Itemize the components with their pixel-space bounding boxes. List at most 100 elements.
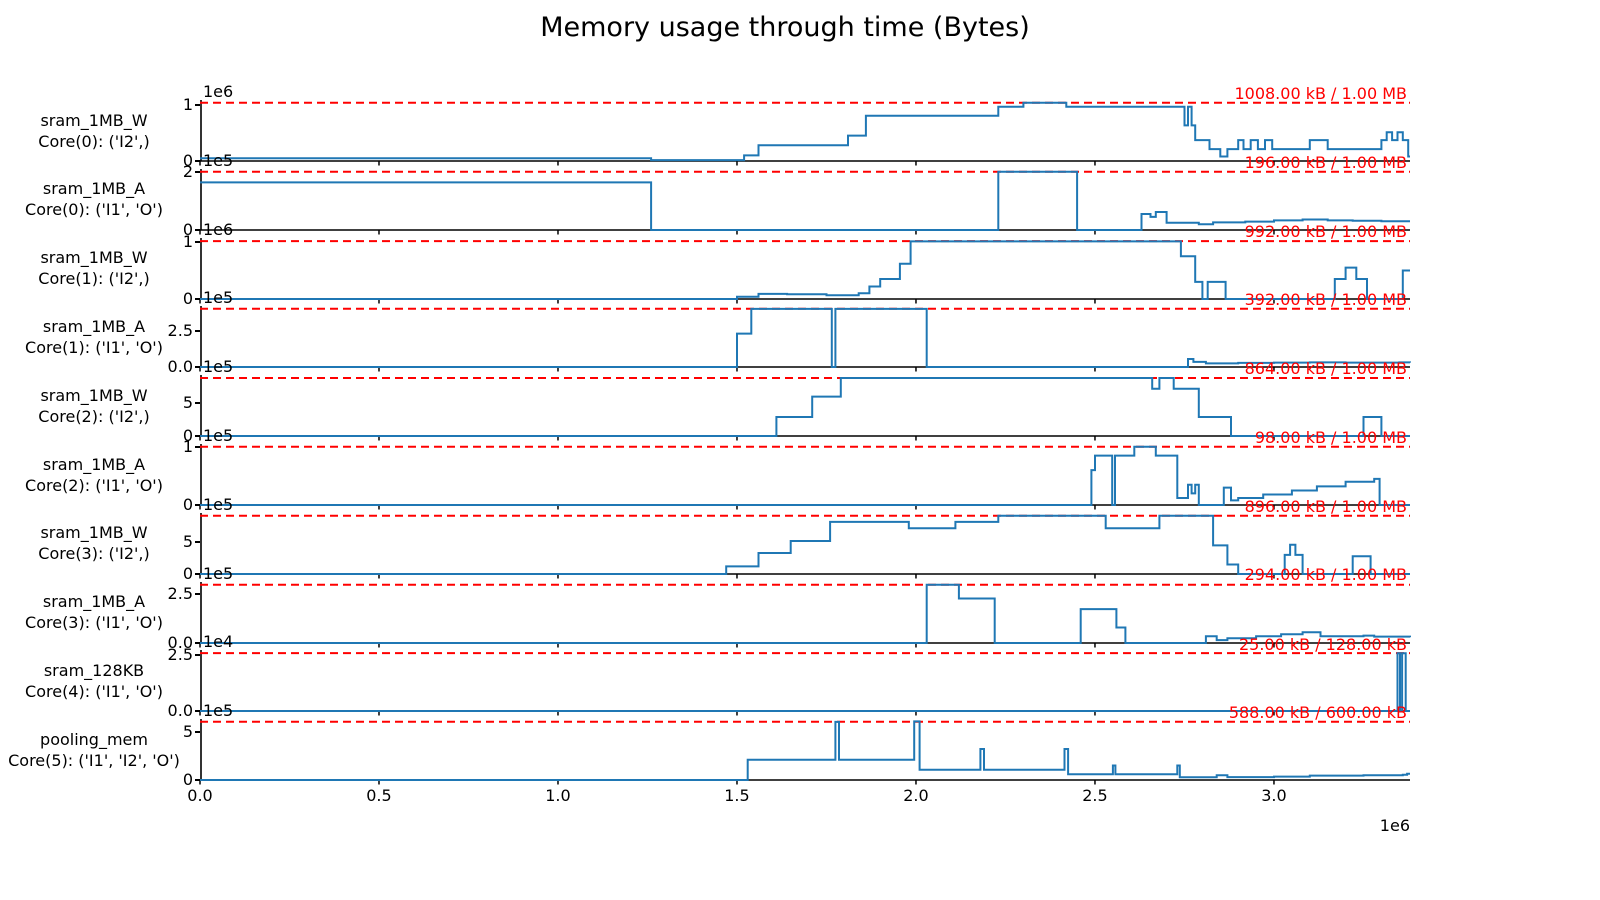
y-tick-mark xyxy=(195,170,200,173)
y-tick-label-top: 2.5 xyxy=(167,584,193,604)
subplot-ylabel: sram_1MB_A Core(0): ('I1', 'O') xyxy=(8,178,180,220)
y-tick-label-top: 1 xyxy=(182,94,193,114)
y-tick-label-top: 5 xyxy=(182,393,193,413)
ylabel-core-info: Core(3): ('I1', 'O') xyxy=(25,613,163,633)
y-tick-mark xyxy=(195,240,200,243)
subplot-plot-area xyxy=(199,650,1410,716)
subplot-plot-area xyxy=(199,306,1411,372)
x-tick-label: 2.0 xyxy=(903,786,929,806)
y-tick-label-top: 2.5 xyxy=(167,644,193,664)
ylabel-memory-name: sram_1MB_A xyxy=(42,592,146,612)
memory-usage-line xyxy=(200,170,1410,231)
ylabel-memory-name: sram_1MB_W xyxy=(40,248,148,268)
subplot-ylabel: sram_1MB_W Core(2): ('I2',) xyxy=(8,385,180,427)
y-tick-label-top: 1 xyxy=(182,436,193,456)
subplot-ylabel: sram_1MB_A Core(2): ('I1', 'O') xyxy=(8,454,180,496)
x-tick-label: 3.0 xyxy=(1261,786,1287,806)
subplot-ylabel: sram_1MB_A Core(3): ('I1', 'O') xyxy=(8,591,180,633)
ylabel-core-info: Core(2): ('I2',) xyxy=(38,406,150,426)
memory-limit-label: 25.00 kB / 128.00 kB xyxy=(1238,634,1407,654)
subplot-plot-area xyxy=(199,237,1410,304)
y-axis-offset-label: 1e5 xyxy=(203,701,234,721)
y-axis-offset-label: 1e6 xyxy=(203,82,234,101)
y-tick-mark xyxy=(195,330,200,333)
y-tick-mark xyxy=(195,593,200,596)
y-tick-label-top: 2 xyxy=(182,161,193,181)
ylabel-core-info: Core(5): ('I1', 'I2', 'O') xyxy=(8,750,180,770)
ylabel-core-info: Core(2): ('I1', 'O') xyxy=(25,475,163,495)
ylabel-memory-name: pooling_mem xyxy=(40,729,148,749)
y-axis-offset-label: 1e5 xyxy=(203,150,234,170)
y-tick-mark xyxy=(195,445,200,448)
y-axis-offset-label: 1e5 xyxy=(203,563,234,583)
chart-title: Memory usage through time (Bytes) xyxy=(540,12,1030,43)
y-tick-label-top: 5 xyxy=(182,721,193,741)
memory-usage-line xyxy=(200,445,1410,506)
y-tick-mark xyxy=(195,103,200,106)
ylabel-memory-name: sram_1MB_A xyxy=(42,316,146,336)
y-axis-offset-label: 1e5 xyxy=(203,426,234,445)
y-tick-mark xyxy=(195,641,200,644)
ylabel-core-info: Core(0): ('I1', 'O') xyxy=(25,200,163,220)
memory-limit-label: 294.00 kB / 1.00 MB xyxy=(1244,565,1407,585)
ylabel-memory-name: sram_1MB_W xyxy=(40,385,148,405)
y-tick-mark xyxy=(195,653,200,656)
memory-limit-label: 98.00 kB / 1.00 MB xyxy=(1254,427,1407,447)
memory-limit-label: 1008.00 kB / 1.00 MB xyxy=(1234,83,1407,103)
subplot-plot-area xyxy=(199,375,1410,441)
y-tick-label-zero: 0 xyxy=(182,219,193,239)
memory-limit-label: 588.00 kB / 600.00 kB xyxy=(1228,702,1407,722)
memory-usage-line xyxy=(200,308,1411,369)
subplot-ylabel: sram_1MB_W Core(0): ('I2',) xyxy=(8,110,180,152)
y-tick-label-zero: 0 xyxy=(182,288,193,308)
y-tick-mark xyxy=(195,228,200,231)
memory-usage-line xyxy=(200,101,1410,162)
ylabel-core-info: Core(1): ('I1', 'O') xyxy=(25,337,163,357)
y-tick-mark xyxy=(195,297,200,300)
y-axis-offset-label: 1e5 xyxy=(203,494,234,514)
y-tick-mark xyxy=(195,730,200,733)
ylabel-memory-name: sram_128KB xyxy=(43,660,145,680)
x-tick-label: 1.5 xyxy=(724,786,750,806)
memory-limit-label: 896.00 kB / 1.00 MB xyxy=(1244,496,1407,516)
y-tick-label-top: 5 xyxy=(182,532,193,552)
y-tick-mark xyxy=(195,541,200,544)
y-tick-label-top: 1 xyxy=(182,231,193,251)
y-tick-label-zero: 0.0 xyxy=(167,701,193,721)
y-tick-mark xyxy=(195,504,200,506)
y-axis-offset-label: 1e6 xyxy=(203,219,234,239)
subplot-ylabel: sram_1MB_A Core(1): ('I1', 'O') xyxy=(8,316,180,358)
y-axis-offset-label: 1e5 xyxy=(203,357,234,377)
ylabel-memory-name: sram_1MB_A xyxy=(42,179,146,199)
x-axis-offset-label: 1e6 xyxy=(1379,816,1410,836)
memory-usage-line xyxy=(200,583,1411,644)
memory-limit-label: 392.00 kB / 1.00 MB xyxy=(1244,290,1407,310)
ylabel-core-info: Core(1): ('I2',) xyxy=(38,269,150,289)
subplot-plot-area xyxy=(199,444,1410,510)
ylabel-memory-name: sram_1MB_W xyxy=(40,523,148,543)
memory-usage-line xyxy=(200,652,1410,713)
memory-usage-line xyxy=(200,239,1410,300)
memory-limit-label: 196.00 kB / 1.00 MB xyxy=(1244,152,1407,172)
y-tick-mark xyxy=(195,402,200,405)
x-tick-label: 0.0 xyxy=(187,786,213,806)
y-axis-offset-label: 1e5 xyxy=(203,288,234,308)
subplot-ylabel: sram_1MB_W Core(3): ('I2',) xyxy=(8,522,180,564)
y-tick-label-zero: 0.0 xyxy=(167,632,193,652)
memory-usage-line xyxy=(200,720,1410,782)
subplot-ylabel: sram_1MB_W Core(1): ('I2',) xyxy=(8,247,180,289)
y-tick-mark xyxy=(195,572,200,575)
x-tick-label: 0.5 xyxy=(366,786,392,806)
subplot-plot-area xyxy=(199,168,1410,235)
ylabel-core-info: Core(3): ('I2',) xyxy=(38,544,150,564)
memory-usage-line xyxy=(200,377,1410,438)
y-tick-label-zero: 0.0 xyxy=(167,357,193,377)
y-tick-mark xyxy=(195,366,200,369)
y-tick-label-zero: 0 xyxy=(182,151,193,170)
y-tick-label-zero: 0 xyxy=(182,495,193,514)
subplot-ylabel: pooling_mem Core(5): ('I1', 'I2', 'O') xyxy=(8,729,180,771)
ylabel-memory-name: sram_1MB_W xyxy=(40,110,148,130)
y-tick-label-zero: 0 xyxy=(182,770,193,790)
subplot-plot-area xyxy=(199,581,1411,648)
